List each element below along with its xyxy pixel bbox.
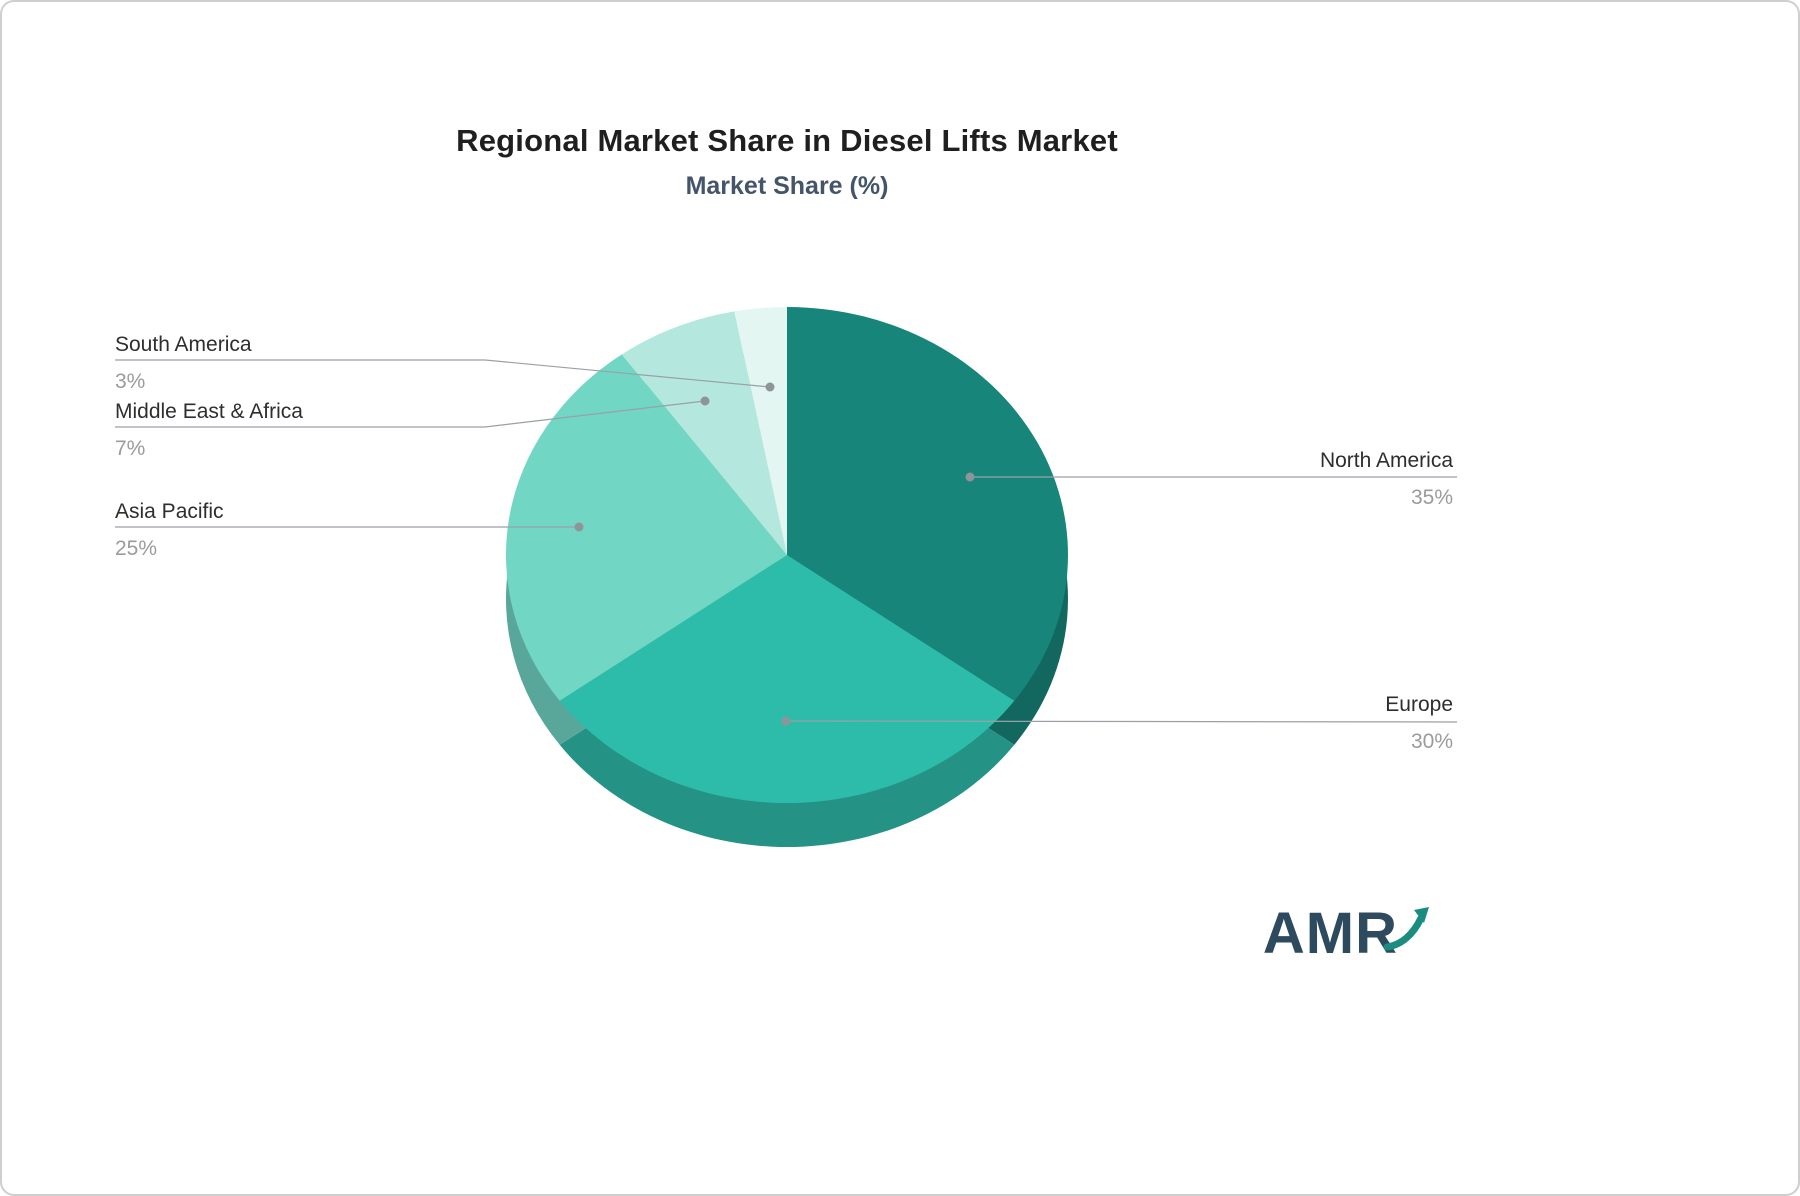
label-asia-pacific: Asia Pacific 25% <box>115 499 224 561</box>
label-europe: Europe 30% <box>1385 692 1453 754</box>
label-north-america-value: 35% <box>1410 486 1453 509</box>
amr-logo-text: AMR <box>1262 901 1398 966</box>
leader-dot-north-america <box>965 472 975 482</box>
leader-dot-south-america <box>765 382 775 392</box>
label-europe-value: 30% <box>1410 730 1453 753</box>
leader-line-europe <box>785 720 1458 723</box>
label-asia-pacific-value: 25% <box>115 537 158 560</box>
logo-arrow-icon <box>1383 906 1429 950</box>
pie-slice-south-america[interactable] <box>734 307 787 555</box>
leader-line-south-america <box>115 359 771 388</box>
leader-dot-asia-pacific <box>574 522 584 532</box>
pie-slice-middle-east-africa[interactable] <box>621 311 787 555</box>
leader-dot-middle-east-africa <box>700 396 710 406</box>
pie-slice-europe[interactable] <box>559 555 1015 803</box>
label-south-america: South America 3% <box>115 332 252 394</box>
leader-lines <box>115 359 1458 723</box>
label-middle-east-africa: Middle East & Africa 7% <box>115 399 303 461</box>
leader-line-middle-east-africa <box>115 400 706 428</box>
amr-logo: AMR <box>1263 900 1430 967</box>
label-middle-east-africa-value: 7% <box>115 437 146 460</box>
pie-slice-asia-pacific[interactable] <box>506 354 787 701</box>
label-north-america: North America 35% <box>1320 448 1453 510</box>
leader-dot-europe <box>781 716 791 726</box>
pie-slice-north-america[interactable] <box>787 307 1068 701</box>
label-asia-pacific-name: Asia Pacific <box>115 500 224 523</box>
label-south-america-value: 3% <box>115 370 146 393</box>
label-europe-name: Europe <box>1385 693 1453 716</box>
leader-dots <box>574 382 975 726</box>
label-north-america-name: North America <box>1319 449 1453 472</box>
label-south-america-name: South America <box>115 333 252 356</box>
label-middle-east-africa-name: Middle East & Africa <box>115 400 303 423</box>
